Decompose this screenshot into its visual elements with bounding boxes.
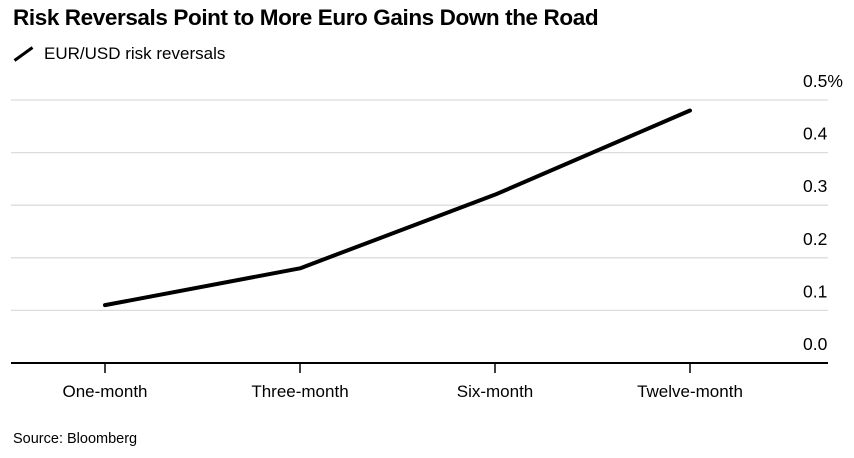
x-tick-label: Three-month — [251, 382, 348, 401]
x-tick-label: Twelve-month — [637, 382, 743, 401]
y-tick-label: 0.5% — [803, 71, 843, 91]
y-tick-label: 0.0 — [803, 334, 828, 354]
chart-title: Risk Reversals Point to More Euro Gains … — [13, 5, 599, 30]
x-tick-label: Six-month — [457, 382, 534, 401]
y-tick-label: 0.3 — [803, 176, 827, 196]
x-axis-labels: One-month Three-month Six-month Twelve-mont… — [62, 382, 742, 401]
y-tick-label: 0.2 — [803, 229, 827, 249]
x-axis-ticks — [104, 364, 691, 373]
source-caption: Source: Bloomberg — [13, 431, 138, 447]
line-series-slash-icon — [13, 46, 34, 62]
chart-legend: EUR/USD risk reversals — [12, 44, 225, 64]
legend-label: EUR/USD risk reversals — [44, 44, 226, 63]
y-axis-labels: 0.0 0.1 0.2 0.3 0.4 0.5% — [803, 71, 843, 354]
gridlines — [11, 99, 828, 312]
y-tick-label: 0.1 — [803, 281, 827, 301]
series-line — [103, 108, 692, 308]
x-tick-label: One-month — [62, 382, 147, 401]
y-tick-label: 0.4 — [803, 124, 828, 144]
